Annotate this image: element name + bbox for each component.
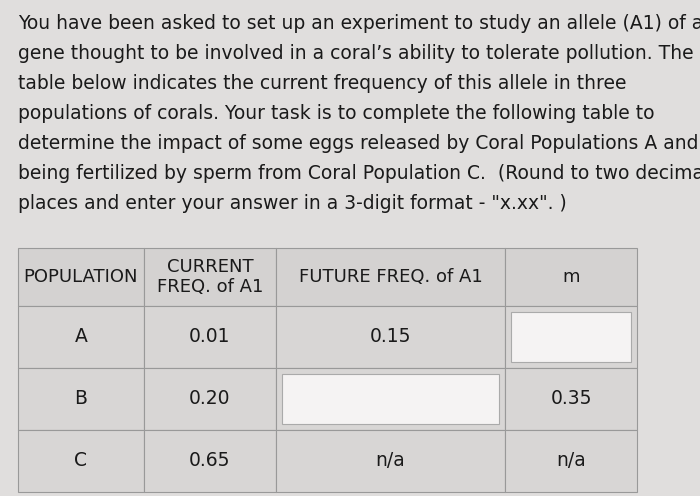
Text: gene thought to be involved in a coral’s ability to tolerate pollution. The: gene thought to be involved in a coral’s… <box>18 44 694 63</box>
Text: 0.01: 0.01 <box>189 327 230 347</box>
Text: B: B <box>74 389 88 409</box>
Bar <box>511 312 631 362</box>
Text: table below indicates the current frequency of this allele in three: table below indicates the current freque… <box>18 74 626 93</box>
Bar <box>276 368 505 430</box>
Bar <box>505 430 637 492</box>
Text: 0.35: 0.35 <box>550 389 592 409</box>
Bar <box>276 306 505 368</box>
Text: m: m <box>562 268 580 286</box>
Text: n/a: n/a <box>556 451 586 471</box>
Text: 0.65: 0.65 <box>189 451 230 471</box>
Text: determine the impact of some eggs released by Coral Populations A and B: determine the impact of some eggs releas… <box>18 134 700 153</box>
Bar <box>144 248 276 306</box>
Text: populations of corals. Your task is to complete the following table to: populations of corals. Your task is to c… <box>18 104 655 123</box>
Text: C: C <box>74 451 88 471</box>
Bar <box>505 306 637 368</box>
Bar <box>18 430 144 492</box>
Text: You have been asked to set up an experiment to study an allele (A1) of a: You have been asked to set up an experim… <box>18 14 700 33</box>
Bar <box>18 248 144 306</box>
Text: POPULATION: POPULATION <box>24 268 138 286</box>
Text: places and enter your answer in a 3-digit format - "x.xx". ): places and enter your answer in a 3-digi… <box>18 194 567 213</box>
Bar <box>505 248 637 306</box>
Bar <box>144 368 276 430</box>
Bar <box>144 306 276 368</box>
Bar <box>18 368 144 430</box>
Text: 0.20: 0.20 <box>189 389 230 409</box>
Bar <box>282 374 499 424</box>
Bar <box>18 306 144 368</box>
Text: n/a: n/a <box>376 451 405 471</box>
Bar <box>276 430 505 492</box>
Bar <box>505 368 637 430</box>
Text: CURRENT
FREQ. of A1: CURRENT FREQ. of A1 <box>157 257 263 297</box>
Text: 0.15: 0.15 <box>370 327 411 347</box>
Bar <box>144 430 276 492</box>
Bar <box>276 248 505 306</box>
Text: FUTURE FREQ. of A1: FUTURE FREQ. of A1 <box>299 268 482 286</box>
Text: A: A <box>74 327 88 347</box>
Text: being fertilized by sperm from Coral Population C.  (Round to two decimal: being fertilized by sperm from Coral Pop… <box>18 164 700 183</box>
